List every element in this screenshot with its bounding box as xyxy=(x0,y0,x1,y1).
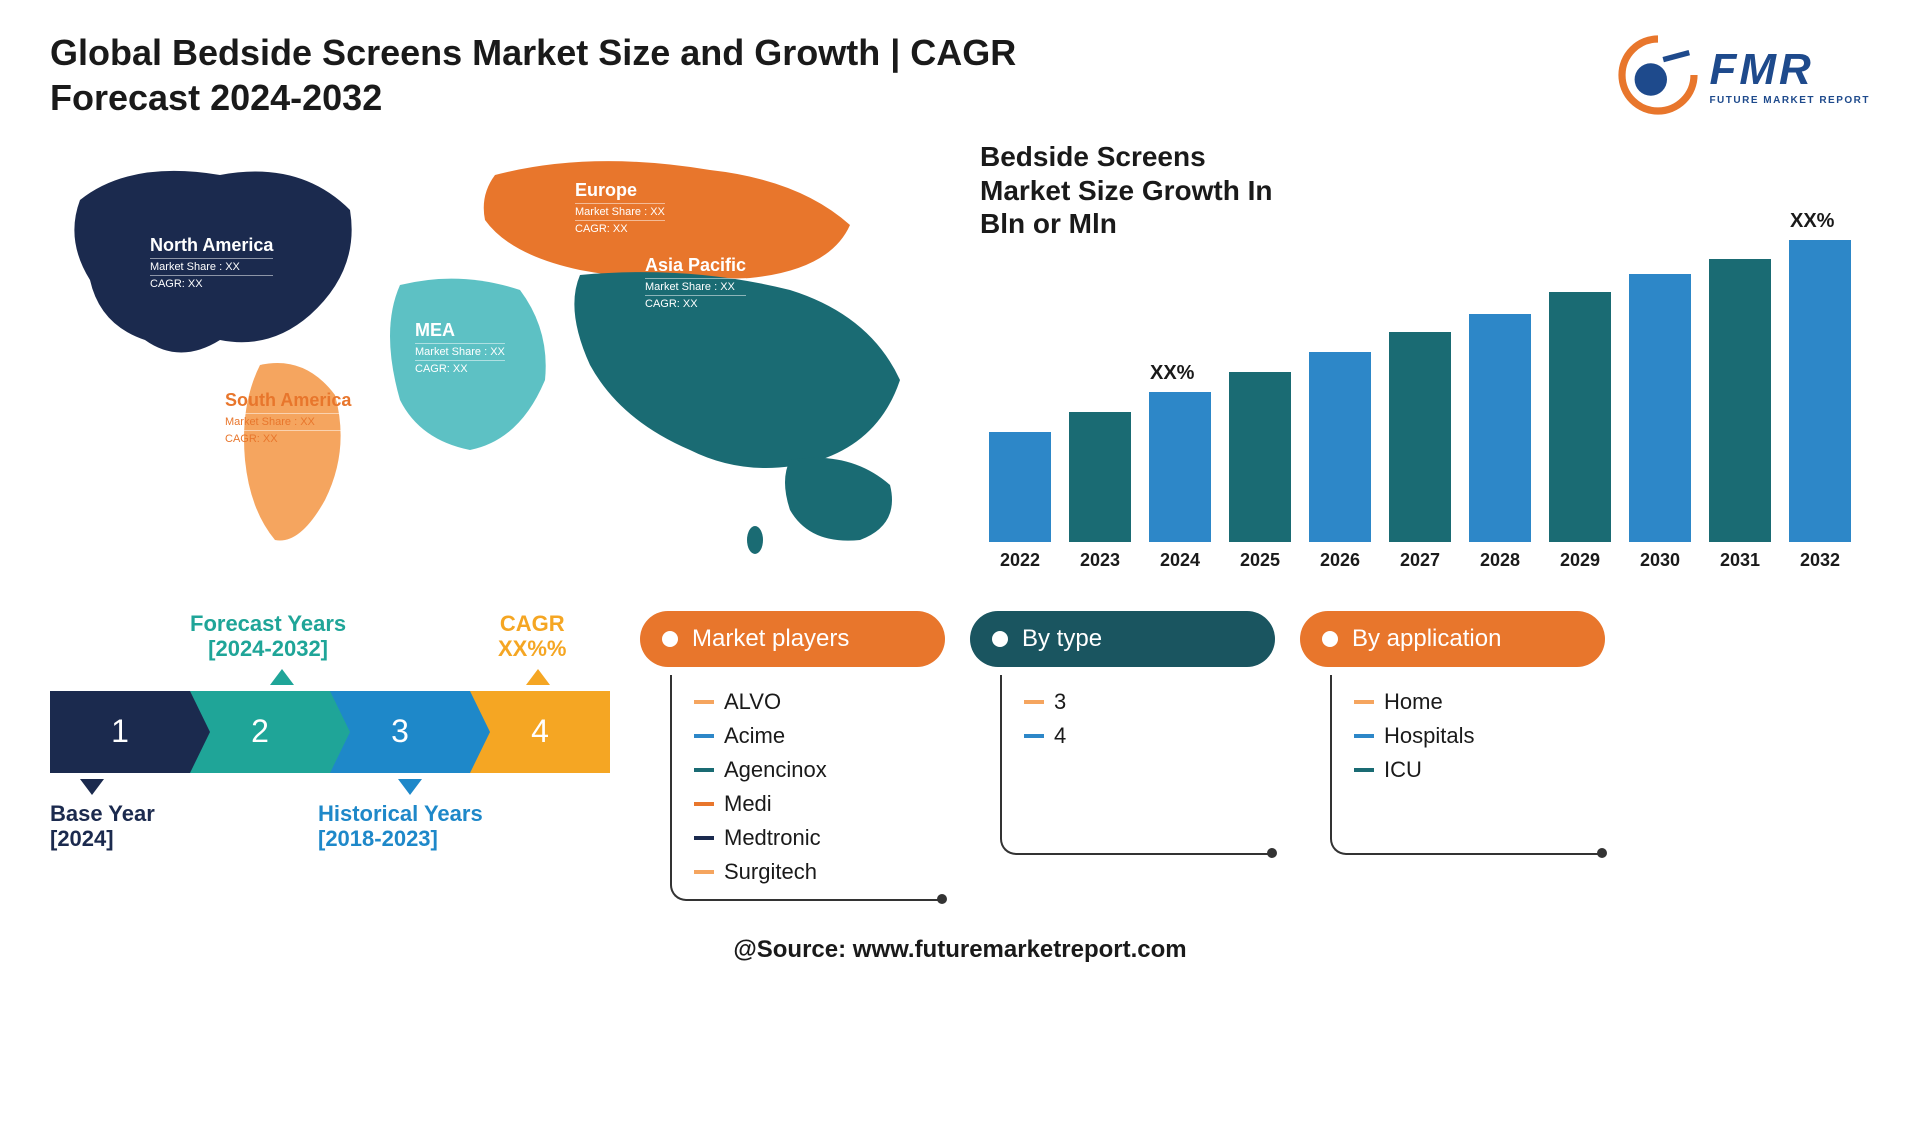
timeline-row: 1234 xyxy=(50,691,610,773)
list-item: Acime xyxy=(694,719,945,753)
list-item: Hospitals xyxy=(1354,719,1605,753)
base-year-label: Base Year [2024] xyxy=(50,801,155,852)
category-bracket: ALVOAcimeAgencinoxMediMedtronicSurgitech xyxy=(670,675,945,901)
page-title: Global Bedside Screens Market Size and G… xyxy=(50,30,1150,120)
list-item: 4 xyxy=(1024,719,1275,753)
bullet-icon xyxy=(1024,734,1044,738)
bar-2024: 2024 xyxy=(1145,392,1215,571)
historical-years-label: Historical Years [2018-2023] xyxy=(318,801,483,852)
category-by-application: By application HomeHospitalsICU xyxy=(1300,611,1605,901)
chart-title: Bedside ScreensMarket Size Growth InBln … xyxy=(980,140,1870,241)
bar-2023: 2023 xyxy=(1065,412,1135,571)
list-item: 3 xyxy=(1024,685,1275,719)
bullet-icon xyxy=(694,802,714,806)
bullet-icon xyxy=(1354,734,1374,738)
timeline-segment-1: 1 xyxy=(50,691,190,773)
source-attribution: @Source: www.futuremarketreport.com xyxy=(50,936,1870,964)
list-item: Surgitech xyxy=(694,855,945,889)
bullet-icon xyxy=(694,836,714,840)
timeline-segment-4: 4 xyxy=(470,691,610,773)
bar-2022: 2022 xyxy=(985,432,1055,571)
timeline: Forecast Years [2024-2032] CAGR XX%% 123… xyxy=(50,611,610,901)
category-bracket: 34 xyxy=(1000,675,1275,855)
bullet-icon xyxy=(1024,700,1044,704)
bullet-icon xyxy=(694,768,714,772)
bar-chart: Bedside ScreensMarket Size Growth InBln … xyxy=(980,140,1870,571)
bar-2030: 2030 xyxy=(1625,274,1695,571)
list-item: Agencinox xyxy=(694,753,945,787)
timeline-segment-2: 2 xyxy=(190,691,330,773)
list-item: ICU xyxy=(1354,753,1605,787)
category-pill: By application xyxy=(1300,611,1605,667)
logo-icon xyxy=(1613,30,1703,120)
bar-2028: 2028 xyxy=(1465,314,1535,571)
category-bracket: HomeHospitalsICU xyxy=(1330,675,1605,855)
bar-2027: 2027 xyxy=(1385,332,1455,571)
world-map: North AmericaMarket Share : XXCAGR: XX So… xyxy=(50,140,950,560)
category-pill: By type xyxy=(970,611,1275,667)
bullet-icon xyxy=(694,870,714,874)
map-label-na: North AmericaMarket Share : XXCAGR: XX xyxy=(150,235,273,290)
bar-2029: 2029 xyxy=(1545,292,1615,571)
bars-container: 202220232024 XX% 2025202620272028202920302… xyxy=(980,251,1870,571)
bullet-icon xyxy=(694,734,714,738)
list-item: Medi xyxy=(694,787,945,821)
map-label-eu: EuropeMarket Share : XXCAGR: XX xyxy=(575,180,665,235)
timeline-segment-3: 3 xyxy=(330,691,470,773)
bullet-icon xyxy=(694,700,714,704)
header: Global Bedside Screens Market Size and G… xyxy=(50,30,1870,120)
bar-2025: 2025 xyxy=(1225,372,1295,571)
cagr-label: CAGR XX%% xyxy=(498,611,566,662)
bar-annotation-2032: XX% xyxy=(1790,210,1834,233)
forecast-years-label: Forecast Years [2024-2032] xyxy=(190,611,346,662)
bar-2031: 2031 xyxy=(1705,259,1775,571)
list-item: Medtronic xyxy=(694,821,945,855)
map-label-sa: South AmericaMarket Share : XXCAGR: XX xyxy=(225,390,351,445)
bar-2026: 2026 xyxy=(1305,352,1375,571)
list-item: ALVO xyxy=(694,685,945,719)
list-item: Home xyxy=(1354,685,1605,719)
fmr-logo: FMR FUTURE MARKET REPORT xyxy=(1613,30,1870,120)
logo-text: FMR xyxy=(1709,45,1813,95)
bar-2032: 2032 xyxy=(1785,240,1855,571)
bar-annotation-2024: XX% xyxy=(1150,362,1194,385)
bullet-icon xyxy=(1354,768,1374,772)
category-by-type: By type 34 xyxy=(970,611,1275,901)
bullet-icon xyxy=(1354,700,1374,704)
category-market-players: Market players ALVOAcimeAgencinoxMediMedt… xyxy=(640,611,945,901)
map-label-mea: MEAMarket Share : XXCAGR: XX xyxy=(415,320,505,375)
map-label-ap: Asia PacificMarket Share : XXCAGR: XX xyxy=(645,255,746,310)
category-pill: Market players xyxy=(640,611,945,667)
logo-subtitle: FUTURE MARKET REPORT xyxy=(1709,95,1870,106)
